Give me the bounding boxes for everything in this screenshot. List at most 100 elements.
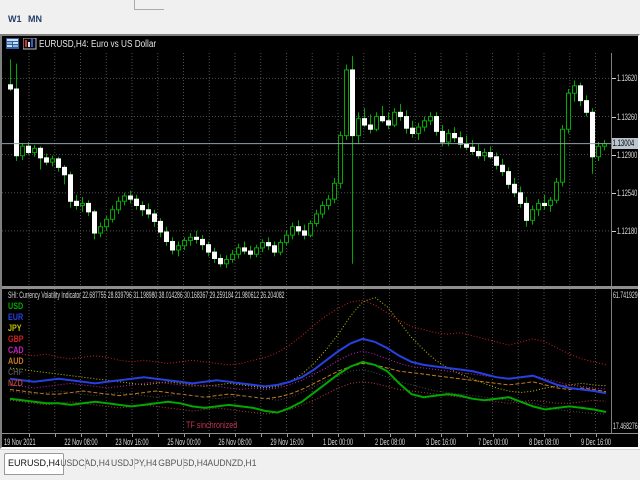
candle-bull [308, 223, 313, 236]
candle-bear [410, 127, 415, 134]
candle-bull [320, 205, 325, 215]
indicator-grid [28, 289, 596, 432]
candle-bull [284, 234, 289, 244]
time-tick-mark [518, 434, 520, 437]
time-tick-mark [183, 434, 185, 437]
time-label: 19 Nov 2021 [4, 437, 36, 447]
time-tick-mark [54, 434, 56, 437]
candle-bull [98, 226, 103, 234]
candle-bear [146, 209, 151, 215]
candle-bear [296, 226, 301, 232]
toolbar-edge-vertical [134, 0, 135, 9]
quotes-table-icon [6, 38, 19, 49]
candle-bull [176, 245, 181, 251]
candle-bear [194, 236, 199, 240]
candle-bear [74, 200, 79, 207]
indicator-canvas[interactable] [2, 289, 611, 432]
time-label: 7 Dec 00:00 [477, 437, 508, 447]
currency-label-nzd: NZD [8, 378, 23, 388]
tab-divider [134, 458, 135, 469]
candle-bull [326, 198, 331, 207]
candle-bull [560, 128, 565, 183]
candle-bull [374, 116, 379, 130]
chart-tab-usdjpy-h4[interactable]: USDJPY,H4 [109, 458, 158, 468]
price-chart-canvas[interactable] [2, 53, 611, 286]
candle-bear [170, 241, 175, 251]
window-splitter[interactable] [2, 286, 638, 289]
candle-bear [152, 213, 157, 222]
candle-bear [134, 198, 139, 207]
time-tick-mark [441, 434, 442, 437]
time-tick-mark [235, 434, 236, 437]
candle-bear [92, 211, 97, 234]
candle-bear [68, 174, 73, 202]
candle-bear [398, 111, 403, 118]
candle-bear [434, 116, 439, 132]
time-axis[interactable]: 19 Nov 2021 22 Nov 08:00 23 Nov 16:00 25 No… [2, 433, 638, 447]
timeframe-button-mn[interactable]: MN [28, 14, 42, 24]
time-label: 22 Nov 08:00 [63, 437, 98, 447]
candle-bull [254, 247, 259, 255]
candle-bear [452, 132, 457, 139]
time-tick-mark [492, 434, 494, 437]
candle-bull [566, 92, 571, 130]
candle-bull [80, 202, 85, 207]
chart-grid [2, 53, 610, 286]
toolbar-edge-horizontal [134, 9, 164, 10]
candle-bull [392, 111, 397, 126]
time-tick-mark [338, 434, 339, 437]
candle-bull [260, 242, 265, 249]
time-label: 26 Nov 08:00 [218, 437, 252, 447]
candle-bull [596, 145, 601, 158]
candle-bear [140, 205, 145, 211]
candle-bull [278, 242, 283, 253]
candle-bear [476, 150, 481, 157]
candle-bull [104, 218, 109, 228]
price-tick-mark [612, 192, 616, 194]
candle-bull [110, 209, 115, 220]
candle-bear [590, 111, 595, 158]
candle-bear [218, 257, 223, 265]
candle-bear [8, 84, 13, 90]
chart-tab-audnzd-h1[interactable]: AUDNZD,H1 [207, 458, 257, 468]
series-jpy-line [9, 296, 607, 394]
indicator-scale-min: 17.468276 [613, 421, 638, 431]
time-tick-mark [569, 434, 571, 437]
candle-bull [530, 209, 535, 221]
candle-bear [542, 202, 547, 207]
candle-bear [44, 157, 49, 163]
candle-bull [332, 182, 337, 200]
timeframe-button-w1[interactable]: W1 [8, 14, 22, 24]
candle-bear [38, 147, 43, 159]
price-tick-mark [612, 154, 616, 156]
time-label: 3 Dec 16:00 [425, 437, 457, 447]
tab-divider [85, 458, 86, 469]
currency-label-chf: CHF [8, 367, 23, 377]
candle-bear [458, 137, 463, 145]
candle-bull [338, 135, 343, 184]
time-label: 1 Dec 00:00 [322, 437, 354, 447]
candle-bear [494, 156, 499, 166]
tab-divider [183, 458, 184, 469]
bar-chart-icon [23, 38, 37, 50]
candle-bear [206, 244, 211, 253]
candle-bear [584, 100, 589, 113]
candle-bull [428, 116, 433, 122]
currency-label-gbp: GBP [8, 334, 24, 344]
candle-bear [500, 164, 505, 173]
chart-tab-eurusd-h4[interactable]: EURUSD,H4 [4, 453, 64, 475]
time-tick-mark [286, 434, 288, 437]
candle-bear [464, 143, 469, 148]
candle-bear [86, 202, 91, 213]
candle-bear [26, 145, 31, 154]
candle-bear [386, 120, 391, 126]
series-eur-line [9, 337, 607, 395]
currency-label-usd: USD [8, 301, 24, 311]
indicator-scale-max: 61.741929 [613, 290, 638, 300]
candle-bull [230, 253, 235, 261]
time-label: 23 Nov 16:00 [115, 437, 149, 447]
chart-tab-bar: EURUSD,H4USDCAD,H4USDJPY,H4GBPUSD,H4AUDN… [0, 449, 640, 480]
candle-bull [20, 145, 25, 157]
candle-bull [554, 181, 559, 201]
time-tick-mark [466, 434, 468, 437]
